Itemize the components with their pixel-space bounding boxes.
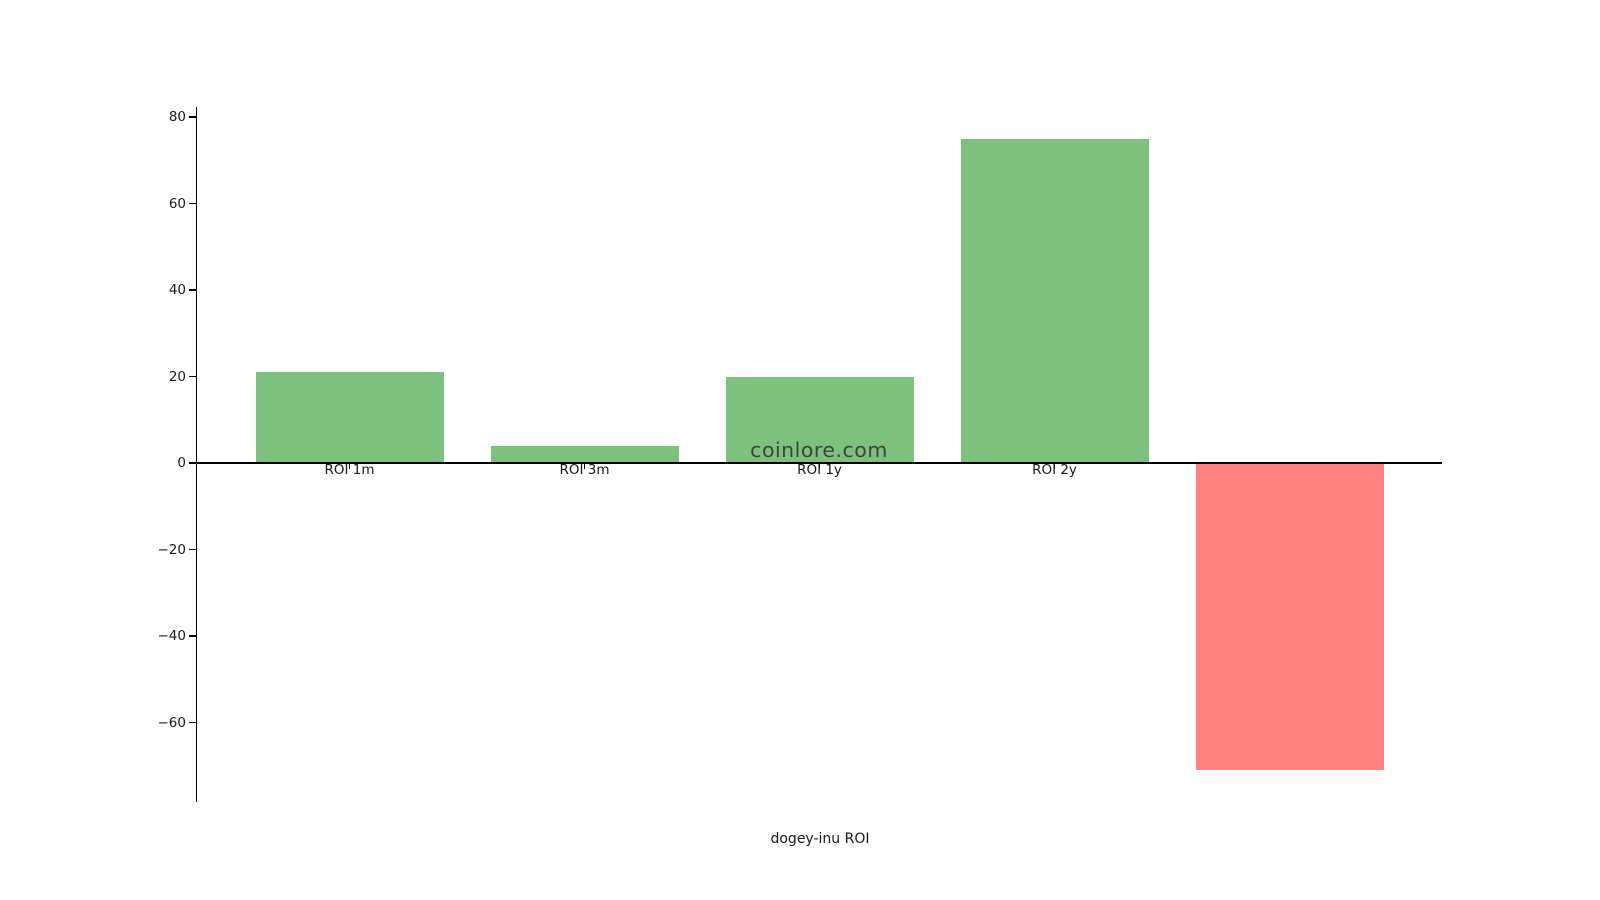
y-tick--20 — [189, 548, 196, 551]
bar-roi-1y — [725, 376, 914, 463]
y-tick-label--40: −40 — [157, 628, 187, 644]
x-tick-label-1: ROI 1m — [324, 462, 375, 478]
watermark-text: coinlore.com — [750, 438, 888, 462]
x-tick-1 — [348, 463, 351, 469]
bar-roi-2y — [960, 138, 1149, 463]
x-tick-3 — [818, 463, 821, 469]
chart-title: dogey-inu ROI — [770, 831, 870, 847]
bar-roi-3m — [490, 445, 679, 463]
x-tick-label-2: ROI 3m — [559, 462, 610, 478]
y-tick-label-60: 60 — [168, 195, 186, 212]
bar-roi-1m — [255, 372, 444, 463]
y-axis-spine — [195, 107, 197, 802]
x-tick-2 — [583, 463, 586, 469]
y-tick-label--20: −20 — [157, 541, 187, 558]
y-tick-40 — [189, 289, 196, 291]
y-tick-label-0: 0 — [177, 455, 186, 471]
y-tick-label-20: 20 — [168, 368, 186, 385]
x-tick-label-4: ROI 2y — [1032, 462, 1077, 478]
y-tick-label--60: −60 — [157, 714, 187, 731]
y-tick-20 — [189, 375, 196, 378]
y-tick--40 — [189, 635, 196, 637]
x-tick-label-3: ROI 1y — [797, 462, 842, 478]
y-tick-60 — [189, 202, 196, 205]
y-tick-80 — [189, 116, 196, 118]
y-tick-label-80: 80 — [168, 109, 186, 125]
y-tick-label-40: 40 — [168, 282, 186, 298]
y-tick-0 — [189, 462, 196, 464]
x-tick-4 — [1053, 463, 1056, 469]
bar-unlabeled-5 — [1195, 463, 1384, 771]
y-tick--60 — [189, 721, 196, 724]
